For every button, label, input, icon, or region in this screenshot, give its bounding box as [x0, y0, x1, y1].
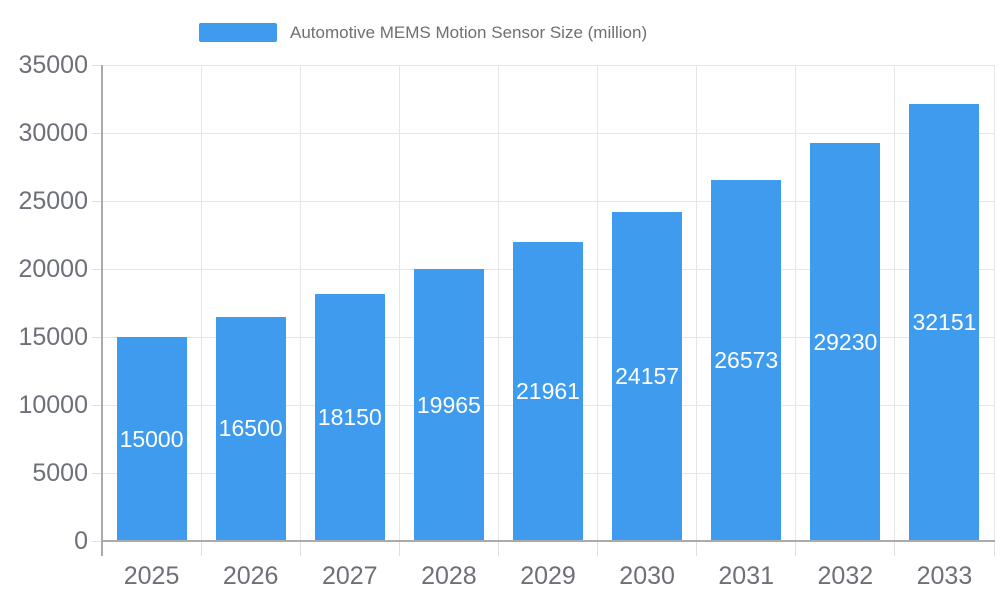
gridline-vertical	[894, 65, 896, 541]
bar-value-label: 19965	[416, 391, 481, 418]
y-axis-line	[101, 65, 103, 556]
x-axis-label-2029: 2029	[520, 562, 576, 590]
bar-value-label: 24157	[615, 363, 680, 390]
bar-2025[interactable]: 15000	[116, 337, 187, 541]
x-axis-tick	[894, 541, 896, 556]
bar-value-label: 29230	[813, 328, 878, 355]
bar-2026[interactable]: 16500	[215, 316, 286, 541]
bar-value-label: 21961	[516, 378, 580, 405]
y-axis-tick	[92, 268, 102, 270]
bar-value-label: 18150	[317, 404, 382, 431]
legend-item[interactable]: Automotive MEMS Motion Sensor Size (mill…	[199, 23, 647, 42]
y-axis-tick	[92, 472, 102, 474]
x-axis-label-2026: 2026	[222, 562, 279, 590]
bar-value-label: 26573	[714, 346, 779, 373]
y-axis-label-20000: 20000	[18, 255, 88, 283]
bar-2033[interactable]: 32151	[909, 103, 980, 541]
gridline-vertical	[200, 65, 202, 541]
y-axis-label-10000: 10000	[18, 391, 88, 419]
gridline-horizontal	[102, 200, 994, 202]
bar-2031[interactable]: 26573	[711, 179, 782, 541]
y-axis-label-0: 0	[74, 527, 88, 555]
y-axis-label-30000: 30000	[18, 119, 88, 147]
y-axis-label-5000: 5000	[32, 459, 88, 487]
legend-swatch	[199, 23, 277, 42]
x-axis-tick	[497, 541, 499, 556]
bar-2032[interactable]: 29230	[810, 143, 881, 541]
y-axis-tick	[92, 200, 102, 202]
x-axis-tick	[597, 541, 599, 556]
x-axis-tick	[398, 541, 400, 556]
x-axis-label-2033: 2033	[916, 562, 973, 590]
y-axis-label-35000: 35000	[18, 51, 88, 79]
y-axis-tick	[92, 336, 102, 338]
bar-2030[interactable]: 24157	[612, 212, 683, 541]
x-axis-tick	[200, 541, 202, 556]
gridline-horizontal	[102, 132, 994, 134]
x-axis-tick	[696, 541, 698, 556]
bar-2029[interactable]: 21961	[513, 242, 583, 541]
x-axis-label-2025: 2025	[123, 562, 180, 590]
gridline-vertical	[993, 65, 995, 541]
x-axis-label-2032: 2032	[817, 562, 874, 590]
x-axis-tick	[993, 541, 995, 556]
x-axis-label-2031: 2031	[718, 562, 775, 590]
y-axis-tick	[92, 64, 102, 66]
bar-value-label: 16500	[218, 415, 283, 442]
bar-value-label: 15000	[119, 425, 184, 452]
y-axis-tick	[92, 540, 102, 542]
y-axis-label-25000: 25000	[18, 187, 88, 215]
bar-value-label: 32151	[912, 308, 977, 335]
y-axis-tick	[92, 404, 102, 406]
gridline-vertical	[795, 65, 797, 541]
gridline-vertical	[597, 65, 599, 541]
gridline-vertical	[696, 65, 698, 541]
y-axis-tick	[92, 132, 102, 134]
x-axis-line	[102, 540, 995, 542]
gridline-vertical	[497, 65, 499, 541]
x-axis-tick	[795, 541, 797, 556]
x-axis-label-2030: 2030	[619, 562, 675, 590]
y-axis-label-15000: 15000	[18, 323, 88, 351]
gridline-vertical	[398, 65, 400, 541]
bar-2028[interactable]: 19965	[413, 269, 484, 541]
gridline-horizontal	[102, 64, 994, 66]
x-axis-label-2027: 2027	[321, 562, 378, 590]
gridline-vertical	[299, 65, 301, 541]
legend-label: Automotive MEMS Motion Sensor Size (mill…	[290, 23, 648, 42]
x-axis-tick	[299, 541, 301, 556]
x-axis-label-2028: 2028	[421, 562, 477, 590]
bar-2027[interactable]: 18150	[314, 294, 385, 541]
